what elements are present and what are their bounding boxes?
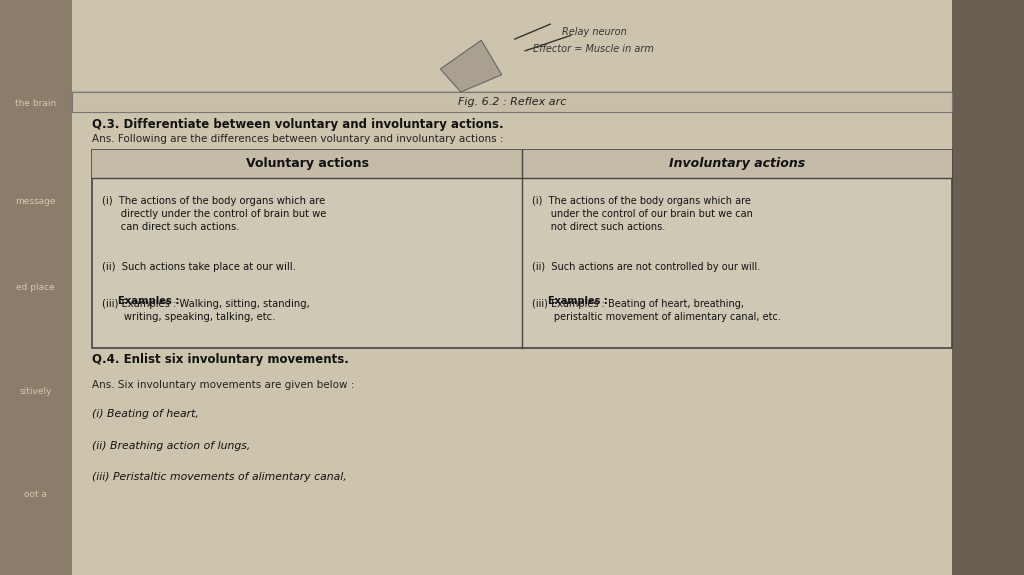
- Text: Involuntary actions: Involuntary actions: [669, 158, 806, 170]
- FancyBboxPatch shape: [0, 0, 72, 575]
- FancyBboxPatch shape: [952, 0, 1024, 575]
- Text: the brain: the brain: [15, 99, 56, 108]
- Text: (i)  The actions of the body organs which are
      directly under the control o: (i) The actions of the body organs which…: [102, 196, 327, 232]
- Text: message: message: [15, 197, 56, 206]
- Text: Examples :: Examples :: [118, 296, 179, 306]
- Text: (i) Beating of heart,: (i) Beating of heart,: [92, 409, 199, 419]
- Text: Effector = Muscle in arm: Effector = Muscle in arm: [534, 44, 654, 54]
- FancyBboxPatch shape: [72, 0, 973, 575]
- FancyBboxPatch shape: [72, 92, 952, 112]
- Text: Relay neuron: Relay neuron: [561, 26, 627, 37]
- Text: sitively: sitively: [19, 386, 52, 396]
- FancyBboxPatch shape: [522, 150, 952, 178]
- Text: (ii)  Such actions are not controlled by our will.: (ii) Such actions are not controlled by …: [532, 262, 761, 271]
- Text: oot a: oot a: [25, 490, 47, 499]
- Text: Ans. Following are the differences between voluntary and involuntary actions :: Ans. Following are the differences betwe…: [92, 134, 504, 144]
- Text: Voluntary actions: Voluntary actions: [246, 158, 369, 170]
- Text: (iii) Examples : Walking, sitting, standing,
       writing, speaking, talking, : (iii) Examples : Walking, sitting, stand…: [102, 299, 310, 322]
- Text: (iii) Examples : Beating of heart, breathing,
       peristaltic movement of ali: (iii) Examples : Beating of heart, breat…: [532, 299, 781, 322]
- Text: (iii) Peristaltic movements of alimentary canal,: (iii) Peristaltic movements of alimentar…: [92, 472, 347, 482]
- Text: Fig. 6.2 : Reflex arc: Fig. 6.2 : Reflex arc: [458, 97, 566, 107]
- Text: Q.3. Differentiate between voluntary and involuntary actions.: Q.3. Differentiate between voluntary and…: [92, 118, 504, 131]
- Text: ed place: ed place: [16, 283, 55, 292]
- Polygon shape: [440, 40, 502, 92]
- FancyBboxPatch shape: [92, 150, 522, 178]
- Text: (ii) Breathing action of lungs,: (ii) Breathing action of lungs,: [92, 440, 251, 451]
- Text: Q.4. Enlist six involuntary movements.: Q.4. Enlist six involuntary movements.: [92, 353, 349, 366]
- FancyBboxPatch shape: [92, 150, 952, 348]
- Text: Examples :: Examples :: [548, 296, 607, 306]
- Text: (ii)  Such actions take place at our will.: (ii) Such actions take place at our will…: [102, 262, 296, 271]
- Text: Ans. Six involuntary movements are given below :: Ans. Six involuntary movements are given…: [92, 380, 354, 390]
- Text: (i)  The actions of the body organs which are
      under the control of our bra: (i) The actions of the body organs which…: [532, 196, 754, 232]
